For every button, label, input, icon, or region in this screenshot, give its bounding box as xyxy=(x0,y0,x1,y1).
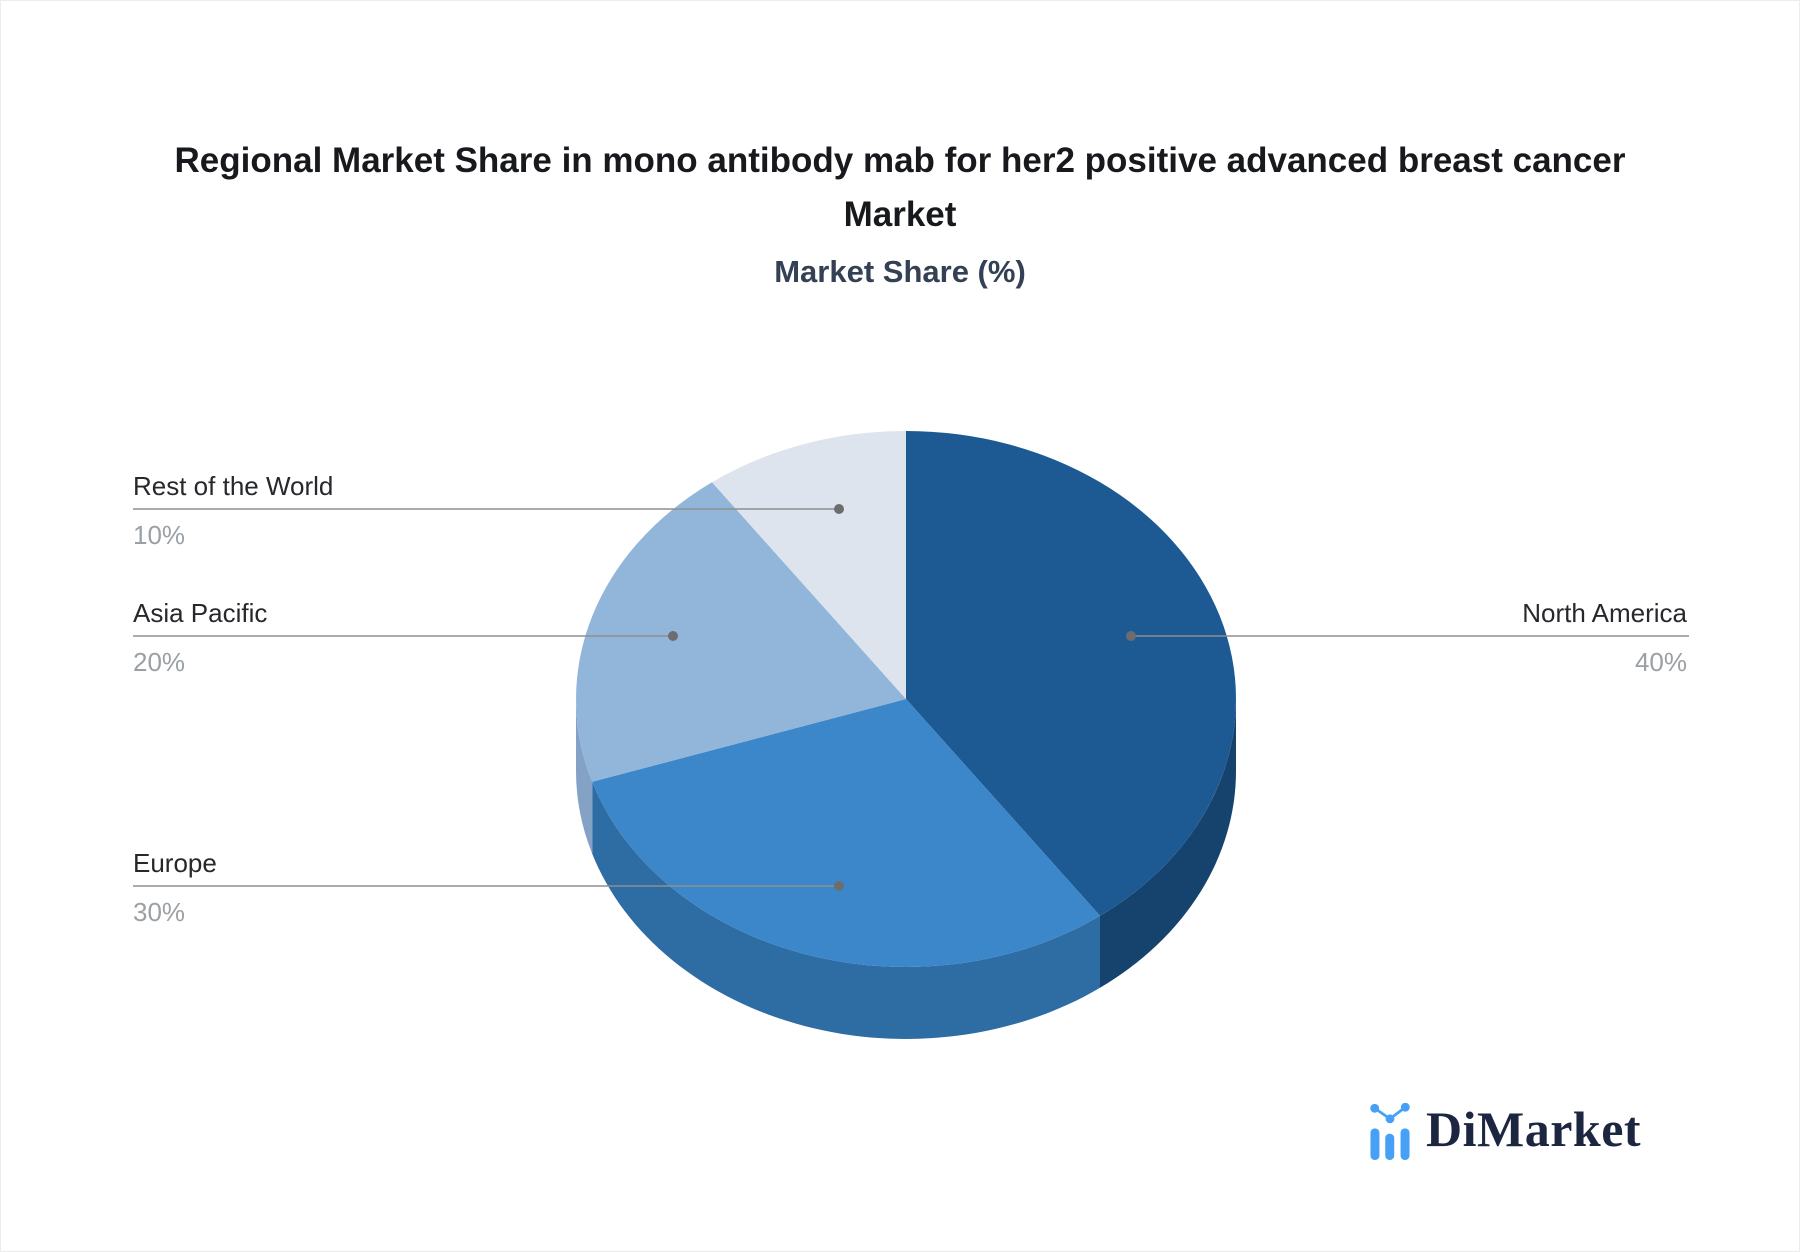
callout-asia-pacific: Asia Pacific 20% xyxy=(133,596,267,679)
slice-label-rest-of-the-world: Rest of the World xyxy=(133,471,334,501)
chart-title-line-2: Market xyxy=(843,195,957,234)
callout-europe: Europe 30% xyxy=(133,846,217,929)
leader-dot-north-america xyxy=(1126,631,1136,641)
slice-value-rest-of-the-world: 10% xyxy=(133,520,186,550)
leader-dot-asia-pacific xyxy=(668,631,678,641)
pie-slice-side-north-america xyxy=(1100,699,1236,988)
chart-title: Regional Market Share in mono antibody m… xyxy=(140,134,1660,242)
chart-title-line-1: Regional Market Share in mono antibody m… xyxy=(174,141,1626,180)
pie-slice-asia-pacific[interactable] xyxy=(576,482,906,782)
slice-value-north-america: 40% xyxy=(1634,647,1687,677)
pie-slice-side-asia-pacific xyxy=(576,699,593,854)
slice-label-europe: Europe xyxy=(133,848,217,878)
slice-label-north-america: North America xyxy=(1522,598,1687,628)
pie-slice-side-europe xyxy=(592,781,1100,1039)
logo-text: DiMarket xyxy=(1426,1101,1642,1157)
slice-label-asia-pacific: Asia Pacific xyxy=(133,598,268,628)
pie-slice-europe[interactable] xyxy=(592,699,1100,967)
bar-line-chart-icon xyxy=(1370,1103,1410,1160)
slice-value-europe: 30% xyxy=(133,897,186,927)
dimarket-logo: DiMarket xyxy=(1369,1101,1641,1160)
callout-rest-of-the-world: Rest of the World 10% xyxy=(133,469,333,552)
callout-north-america: North America 40% xyxy=(1522,596,1687,679)
chart-subtitle: Market Share (%) xyxy=(774,254,1026,289)
slice-value-asia-pacific: 20% xyxy=(133,647,186,677)
pie-slice-rest-of-the-world[interactable] xyxy=(712,431,906,699)
leader-dot-europe xyxy=(834,881,844,891)
pie-slice-north-america[interactable] xyxy=(906,431,1237,916)
leader-dot-rest-of-the-world xyxy=(834,504,844,514)
